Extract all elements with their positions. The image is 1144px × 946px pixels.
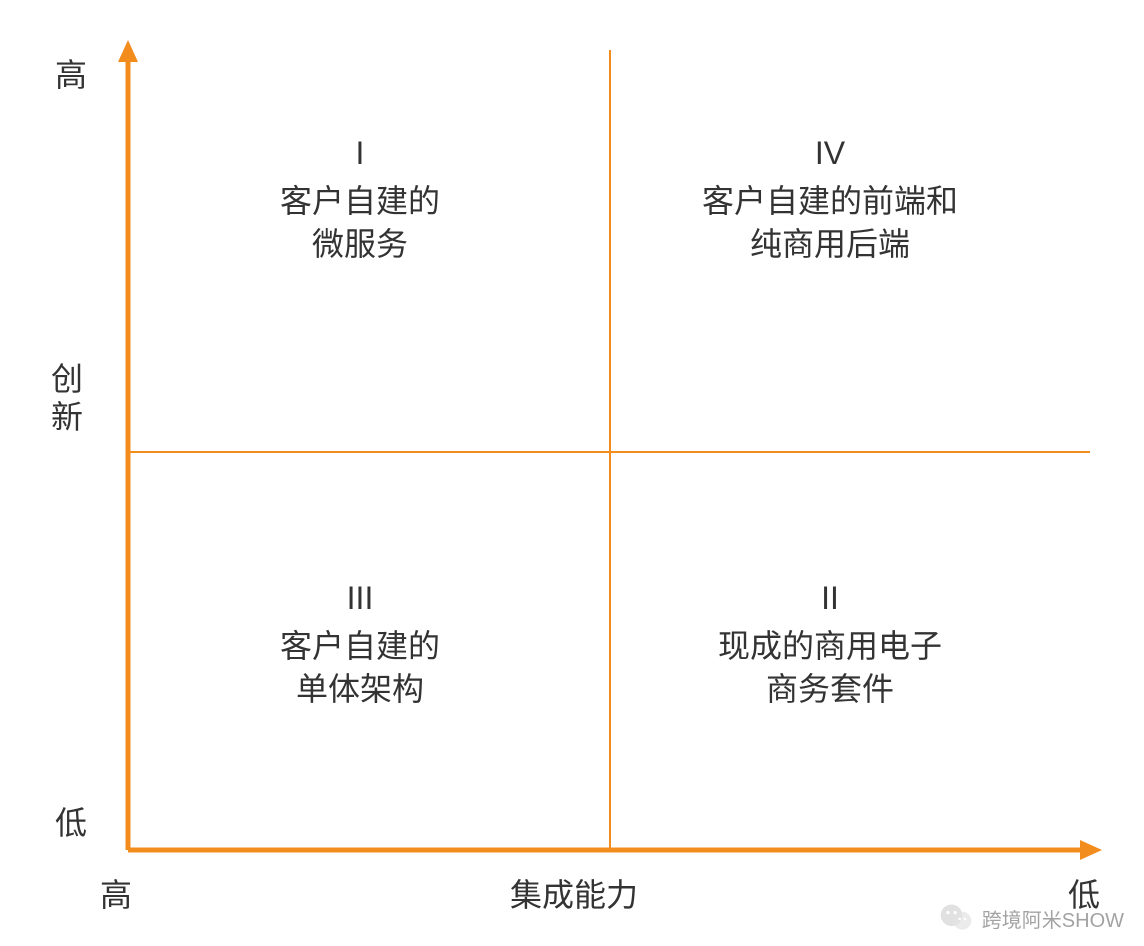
quadrant-chart: 高 创新 低 高 集成能力 低 I 客户自建的 微服务 IV 客户自建的前端和 …: [60, 40, 1110, 900]
quadrant-tr-desc: 客户自建的前端和 纯商用后端: [650, 180, 1010, 266]
quadrant-tl-line2: 微服务: [312, 226, 408, 262]
quadrant-bl-line1: 客户自建的: [280, 628, 440, 664]
x-axis-arrowhead: [1080, 840, 1102, 860]
y-axis-low-label: 低: [55, 798, 87, 844]
quadrant-br-line1: 现成的商用电子: [718, 628, 942, 664]
quadrant-tl-desc: 客户自建的 微服务: [230, 180, 490, 266]
y-axis-title: 创新: [50, 360, 84, 437]
x-axis-title: 集成能力: [510, 870, 638, 916]
quadrant-tr-number: IV: [650, 135, 1010, 172]
quadrant-top-right: IV 客户自建的前端和 纯商用后端: [650, 135, 1010, 266]
watermark-text: 跨境阿米SHOW: [982, 904, 1124, 933]
watermark: 跨境阿米SHOW: [938, 900, 1124, 936]
quadrant-bl-desc: 客户自建的 单体架构: [230, 625, 490, 711]
quadrant-bottom-right: II 现成的商用电子 商务套件: [650, 580, 1010, 711]
quadrant-bottom-left: III 客户自建的 单体架构: [230, 580, 490, 711]
quadrant-br-desc: 现成的商用电子 商务套件: [650, 625, 1010, 711]
y-axis-arrowhead: [118, 40, 138, 62]
wechat-icon: [938, 900, 974, 936]
quadrant-tr-line2: 纯商用后端: [750, 226, 910, 262]
quadrant-tl-line1: 客户自建的: [280, 183, 440, 219]
quadrant-tl-number: I: [230, 135, 490, 172]
x-axis-left-label: 高: [100, 870, 132, 916]
quadrant-top-left: I 客户自建的 微服务: [230, 135, 490, 266]
quadrant-bl-line2: 单体架构: [296, 671, 424, 707]
y-axis-high-label: 高: [55, 50, 87, 96]
y-axis-title-text: 创新: [51, 361, 83, 435]
quadrant-br-line2: 商务套件: [766, 671, 894, 707]
quadrant-tr-line1: 客户自建的前端和: [702, 183, 958, 219]
quadrant-br-number: II: [650, 580, 1010, 617]
quadrant-bl-number: III: [230, 580, 490, 617]
